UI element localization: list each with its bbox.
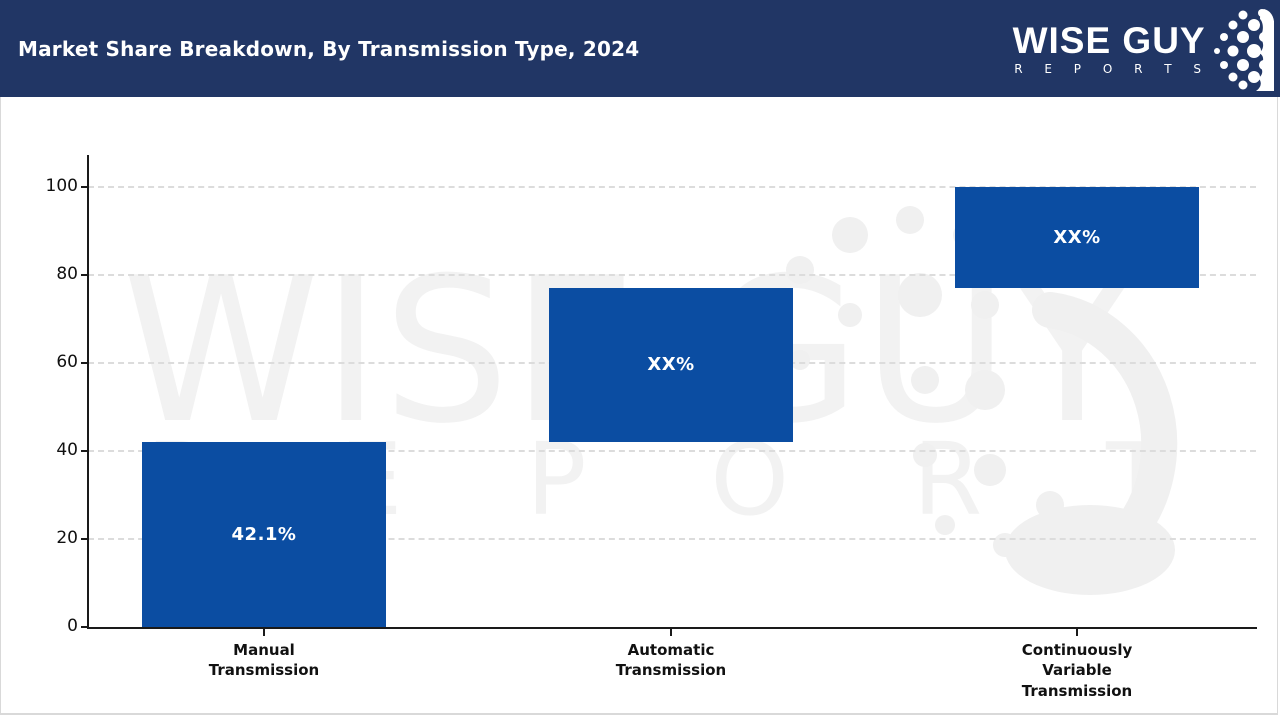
y-tick-label: 20 xyxy=(56,528,78,548)
y-tick-mark xyxy=(81,362,88,364)
y-tick-mark xyxy=(81,538,88,540)
logo-subtitle: R E P O R T S xyxy=(1014,62,1210,76)
bar-3: XX% xyxy=(955,187,1199,288)
page-title: Market Share Breakdown, By Transmission … xyxy=(18,36,640,61)
x-axis-line xyxy=(87,627,1257,629)
x-tick-mark xyxy=(1076,629,1078,636)
bar-1: 42.1% xyxy=(142,441,386,627)
y-tick-mark xyxy=(81,450,88,452)
gridline-20 xyxy=(88,538,1256,540)
bar-value-label: XX% xyxy=(1053,226,1101,248)
y-tick-mark xyxy=(81,626,88,628)
header-bar: Market Share Breakdown, By Transmission … xyxy=(0,0,1280,97)
gridline-40 xyxy=(88,450,1256,452)
bar-2: XX% xyxy=(549,287,793,442)
logo-face-icon xyxy=(1214,9,1274,91)
gridline-80 xyxy=(88,274,1256,276)
gridline-100 xyxy=(88,186,1256,188)
x-tick-mark xyxy=(670,629,672,636)
y-axis-line xyxy=(87,155,89,629)
y-tick-label: 40 xyxy=(56,440,78,460)
y-tick-label: 0 xyxy=(67,616,78,636)
category-label-3: Continuously Variable Transmission xyxy=(1021,641,1133,700)
logo-wordmark: WISE GUY xyxy=(1012,20,1206,61)
y-tick-mark xyxy=(81,186,88,188)
y-tick-label: 60 xyxy=(56,352,78,372)
logo-text: WISE GUY R E P O R T S xyxy=(1008,22,1210,76)
category-label-1: Manual Transmission xyxy=(208,641,320,680)
bar-value-label: XX% xyxy=(647,354,695,376)
wise-guy-reports-logo: WISE GUY R E P O R T S xyxy=(1008,4,1274,94)
y-tick-label: 80 xyxy=(56,264,78,284)
y-tick-label: 100 xyxy=(45,176,78,196)
bar-value-label: 42.1% xyxy=(231,523,297,545)
category-label-2: Automatic Transmission xyxy=(615,641,727,680)
x-tick-mark xyxy=(263,629,265,636)
y-tick-mark xyxy=(81,274,88,276)
